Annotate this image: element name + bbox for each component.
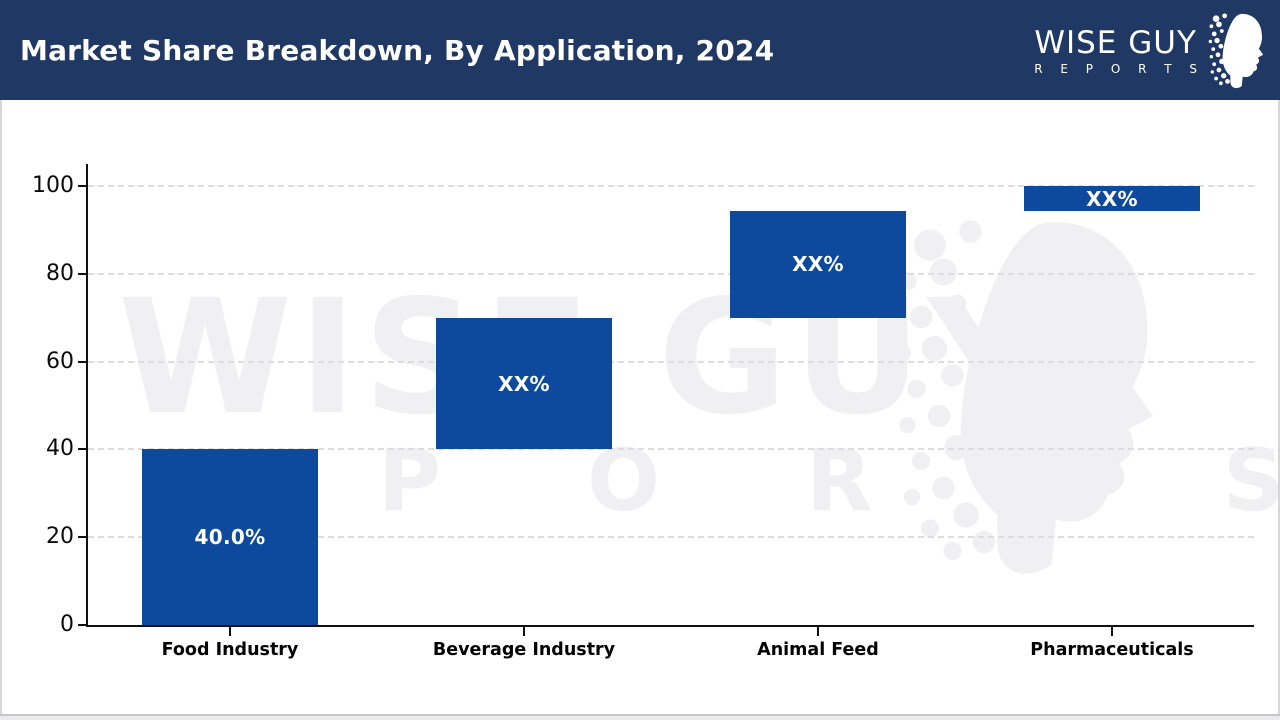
gridline [88,448,1254,451]
y-tick-mark [78,624,86,626]
canvas-border-right [1278,100,1280,720]
y-tick-mark [78,360,86,363]
y-tick-label: 0 [60,612,74,637]
bar-food-industry: 40.0% [142,449,318,625]
x-tick-mark [229,627,231,636]
gridline [88,536,1254,539]
bar-value-label: 40.0% [194,525,266,550]
y-tick-label: 60 [46,348,74,374]
y-tick-mark [78,448,86,451]
logo-text-primary: WISE GUY [1034,25,1197,61]
wiseguy-logo: WISE GUY R E P O R T S [1027,8,1266,94]
bar-value-label: XX% [498,371,550,396]
y-tick-mark [78,272,86,275]
y-tick-label: 40 [46,436,74,462]
chart-header: Market Share Breakdown, By Application, … [0,0,1280,100]
y-tick-label: 100 [32,173,74,198]
gridline [88,272,1254,275]
bar-value-label: XX% [1086,186,1138,211]
x-tick-label: Animal Feed [757,640,879,660]
x-tick-mark [523,627,525,636]
x-tick-label: Beverage Industry [432,640,616,660]
wiseguy-face-logo-icon [1208,13,1264,89]
y-tick-mark [78,185,86,187]
y-tick-label: 80 [46,260,74,286]
bar-value-label: XX% [792,252,844,277]
x-tick-label: Food Industry [161,640,299,660]
y-tick-mark [78,536,86,539]
x-tick-mark [1111,627,1113,636]
canvas-footer-strip [0,714,1280,720]
bar-beverage-industry: XX% [436,317,612,450]
x-tick-label: Pharmaceuticals [1030,640,1194,660]
chart-title: Market Share Breakdown, By Application, … [20,33,775,67]
wiseguy-logo-text: WISE GUY R E P O R T S [1027,25,1204,77]
bar-pharmaceuticals: XX% [1024,186,1200,212]
bar-animal-feed: XX% [730,211,906,318]
x-tick-mark [817,627,819,636]
y-axis-line [86,164,88,627]
logo-text-secondary: R E P O R T S [1034,62,1204,76]
x-axis-line [86,625,1254,627]
y-tick-label: 20 [46,524,74,550]
canvas-border-left [0,100,2,720]
gridline [88,360,1254,363]
gridline [88,185,1254,187]
